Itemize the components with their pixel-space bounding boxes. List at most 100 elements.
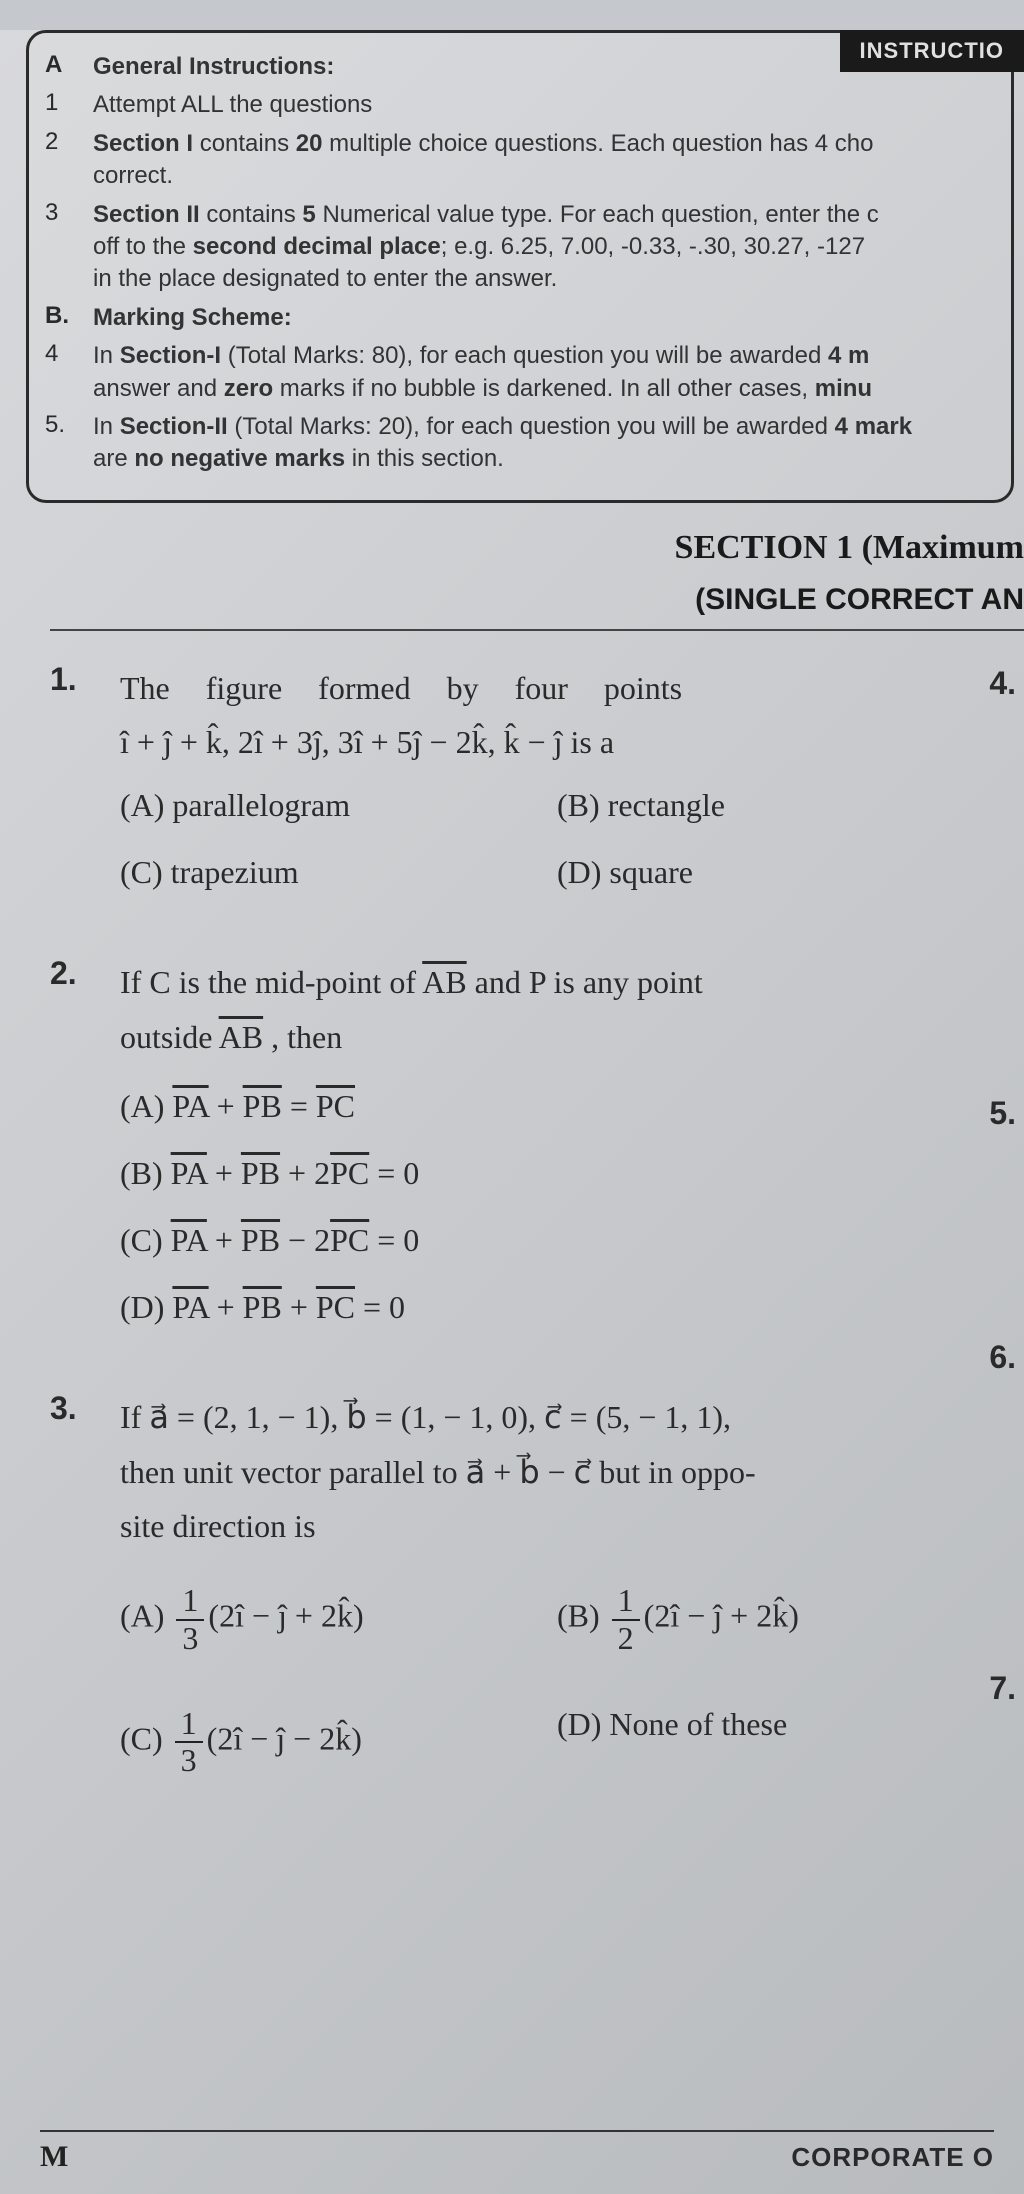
section-underline xyxy=(50,629,1024,631)
t3b: contains xyxy=(206,201,302,228)
q2l2b: AB xyxy=(219,1019,263,1055)
question-3: 3. If a⃗ = (2, 1, − 1), b⃗ = (1, − 1, 0)… xyxy=(0,1390,1024,1808)
inst-row-1: 1 Attempt ALL the questions xyxy=(45,89,991,121)
q3Cn: 1 xyxy=(175,1706,203,1743)
oA4: PB xyxy=(243,1088,282,1124)
q3-optC: (C) 13(2î − ĵ − 2k̂) xyxy=(120,1706,557,1778)
right-num-5: 5. xyxy=(989,1095,1016,1132)
q2-row: 2. If C is the mid-point of AB and P is … xyxy=(50,955,994,1064)
oB7: = 0 xyxy=(369,1155,419,1191)
q3Cd: 3 xyxy=(175,1743,203,1778)
q2-optD: (D) PA + PB + PC = 0 xyxy=(120,1289,994,1326)
oC4: PB xyxy=(241,1222,280,1258)
t4c: (Total Marks: 80), for each question you… xyxy=(221,342,828,369)
inst-text-2: Section I contains 20 multiple choice qu… xyxy=(93,128,873,193)
oD7: = 0 xyxy=(355,1289,405,1325)
oB2: PA xyxy=(171,1155,207,1191)
oA3: + xyxy=(209,1088,243,1124)
q3Ca: (C) xyxy=(120,1720,171,1756)
oD4: PB xyxy=(243,1289,282,1325)
oC5: − 2 xyxy=(280,1222,330,1258)
t4d: 4 m xyxy=(828,342,869,369)
inst-text-1: Attempt ALL the questions xyxy=(93,89,372,121)
t2b: contains xyxy=(200,130,296,157)
t4f: zero xyxy=(224,375,273,402)
section-subtitle: (SINGLE CORRECT AN xyxy=(0,577,1024,629)
t5f: no negative marks xyxy=(134,445,345,472)
q2l2a: outside xyxy=(120,1019,219,1055)
t2e: correct. xyxy=(93,162,173,189)
q3-body: If a⃗ = (2, 1, − 1), b⃗ = (1, − 1, 0), c… xyxy=(120,1390,994,1553)
right-num-6: 6. xyxy=(989,1339,1016,1376)
footer-corporate: CORPORATE O xyxy=(791,2142,994,2173)
q3-options: (A) 13(2î − ĵ + 2k̂) (B) 12(2î − ĵ + 2k̂… xyxy=(50,1583,994,1808)
page: INSTRUCTIO A General Instructions: 1 Att… xyxy=(0,30,1024,2194)
q2-body: If C is the mid-point of AB and P is any… xyxy=(120,955,994,1064)
oB6: PC xyxy=(330,1155,369,1191)
oC7: = 0 xyxy=(369,1222,419,1258)
t4h: minu xyxy=(815,375,872,402)
oC2: PA xyxy=(171,1222,207,1258)
inst-label-A: A xyxy=(45,51,93,83)
inst-row-3: 3 Section II contains 5 Numerical value … xyxy=(45,199,991,296)
q1-body: The figure formed by four points î + ĵ +… xyxy=(120,661,994,770)
q2l1c: and P is any point xyxy=(467,964,703,1000)
q3A-frac: 13 xyxy=(176,1583,204,1655)
q2-optA: (A) PA + PB = PC xyxy=(120,1088,994,1125)
q2-line2: outside AB , then xyxy=(120,1010,994,1064)
t3a: Section II xyxy=(93,201,206,228)
footer: M CORPORATE O xyxy=(40,2130,994,2174)
q3-line2: then unit vector parallel to a⃗ + b⃗ − c… xyxy=(120,1445,994,1499)
oC6: PC xyxy=(330,1222,369,1258)
q3Ba: (B) xyxy=(557,1598,608,1634)
inst-text-B: Marking Scheme: xyxy=(93,302,292,334)
q3Bn: 1 xyxy=(612,1583,640,1620)
q2-num: 2. xyxy=(50,955,120,1064)
t5g: in this section. xyxy=(345,445,504,472)
oB4: PB xyxy=(241,1155,280,1191)
q3-line3: site direction is xyxy=(120,1499,994,1553)
q3Cp: (2î − ĵ − 2k̂) xyxy=(207,1720,362,1756)
t4a: In xyxy=(93,342,120,369)
instructions-box: A General Instructions: 1 Attempt ALL th… xyxy=(26,30,1014,503)
inst-label-3: 3 xyxy=(45,199,93,296)
q2-options: (A) PA + PB = PC (B) PA + PB + 2PC = 0 (… xyxy=(50,1088,994,1356)
q1-line2: î + ĵ + k̂, 2î + 3ĵ, 3î + 5ĵ − 2k̂, k̂ −… xyxy=(120,715,994,769)
question-1: 4. 1. The figure formed by four points î… xyxy=(0,661,1024,922)
q1-options: (A) parallelogram (B) rectangle (C) trap… xyxy=(50,787,994,921)
t3f: second decimal place xyxy=(193,233,441,260)
q3-row: 3. If a⃗ = (2, 1, − 1), b⃗ = (1, − 1, 0)… xyxy=(50,1390,994,1553)
q3-num: 3. xyxy=(50,1390,120,1553)
q3-optA: (A) 13(2î − ĵ + 2k̂) xyxy=(120,1583,557,1655)
q2l1b: AB xyxy=(422,964,466,1000)
oB5: + 2 xyxy=(280,1155,330,1191)
oA6: PC xyxy=(316,1088,355,1124)
inst-row-5: 5. In Section-II (Total Marks: 20), for … xyxy=(45,411,991,476)
q2l2c: , then xyxy=(263,1019,342,1055)
inst-row-4: 4 In Section-I (Total Marks: 80), for ea… xyxy=(45,340,991,405)
t3e: off to the xyxy=(93,233,193,260)
q3Bd: 2 xyxy=(612,1621,640,1656)
section-title: SECTION 1 (Maximum xyxy=(0,503,1024,577)
q3Ap: (2î − ĵ + 2k̂) xyxy=(208,1598,363,1634)
oA2: PA xyxy=(172,1088,208,1124)
q2-optB: (B) PA + PB + 2PC = 0 xyxy=(120,1155,994,1192)
q3-optB: (B) 12(2î − ĵ + 2k̂) xyxy=(557,1583,994,1655)
oA1: (A) xyxy=(120,1088,172,1124)
inst-text-A: General Instructions: xyxy=(93,51,334,83)
oD2: PA xyxy=(172,1289,208,1325)
q1-optC: (C) trapezium xyxy=(120,854,557,891)
q3Aa: (A) xyxy=(120,1598,172,1634)
t4g: marks if no bubble is darkened. In all o… xyxy=(273,375,815,402)
t5b: Section-II xyxy=(120,413,228,440)
right-num-7: 7. xyxy=(989,1670,1016,1707)
oD1: (D) xyxy=(120,1289,172,1325)
inst-text-3: Section II contains 5 Numerical value ty… xyxy=(93,199,879,296)
oD5: + xyxy=(282,1289,316,1325)
oD3: + xyxy=(209,1289,243,1325)
t5e: are xyxy=(93,445,134,472)
oC1: (C) xyxy=(120,1222,171,1258)
q2l1a: If C is the mid-point of xyxy=(120,964,422,1000)
t4b: Section-I xyxy=(120,342,221,369)
inst-label-B: B. xyxy=(45,302,93,334)
